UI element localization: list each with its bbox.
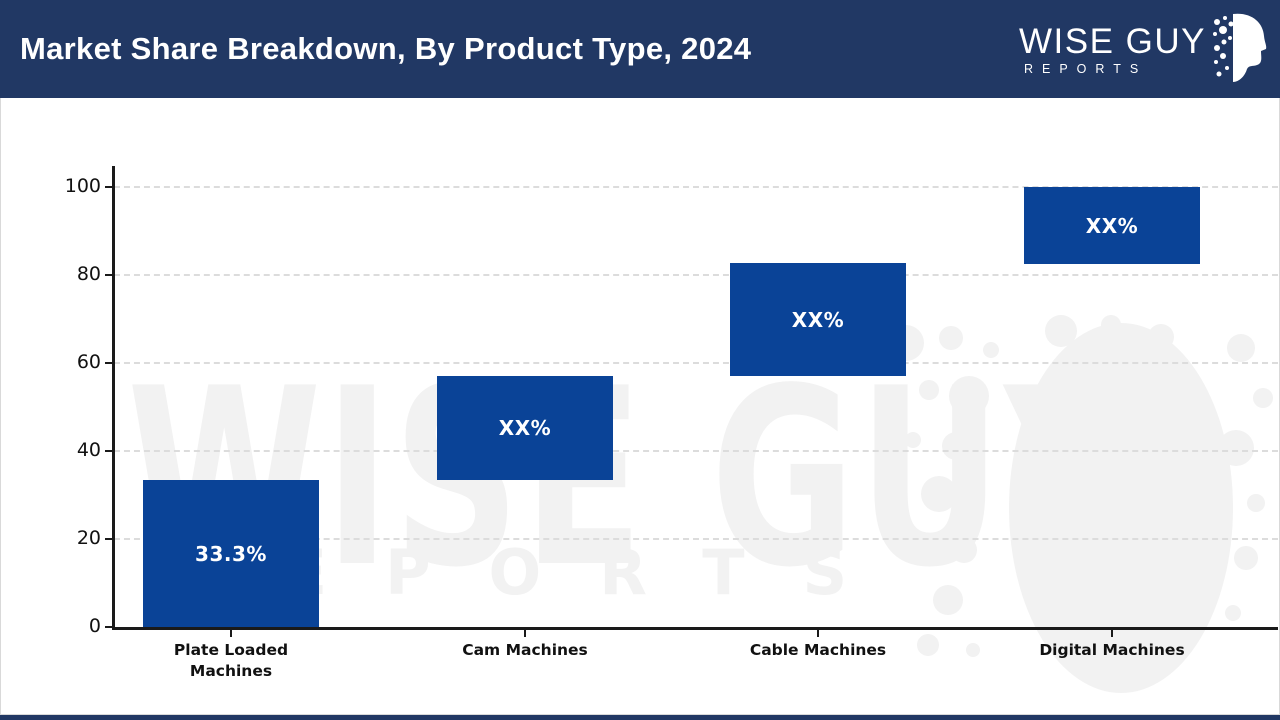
logo-wordmark-sub: REPORTS bbox=[1023, 62, 1148, 76]
bar-segment: 33.3% bbox=[143, 480, 319, 627]
y-tick-mark bbox=[105, 362, 114, 364]
bar-value-label: XX% bbox=[498, 416, 552, 441]
y-axis-line bbox=[112, 166, 115, 629]
gridline bbox=[114, 186, 1278, 188]
wiseguy-logo: WISE GUY REPORTS bbox=[1019, 8, 1270, 92]
gridline bbox=[114, 362, 1278, 364]
x-category-label: Cable Machines bbox=[749, 641, 887, 659]
y-tick-mark bbox=[105, 538, 114, 540]
bar-segment: XX% bbox=[437, 376, 613, 481]
x-axis-line bbox=[112, 627, 1278, 630]
bar-value-label: XX% bbox=[1085, 213, 1139, 238]
y-tick-label: 0 bbox=[88, 615, 101, 637]
y-tick-label: 60 bbox=[76, 351, 101, 373]
x-tick-mark bbox=[230, 629, 232, 637]
y-tick-label: 100 bbox=[64, 175, 101, 197]
y-tick-mark bbox=[105, 274, 114, 276]
gridline bbox=[114, 274, 1278, 276]
watermark-face-icon bbox=[888, 315, 1273, 693]
y-tick-label: 20 bbox=[76, 527, 101, 549]
page-title: Market Share Breakdown, By Product Type,… bbox=[20, 31, 752, 66]
logo-wordmark: WISE GUY REPORTS bbox=[1019, 24, 1206, 76]
bar-segment: XX% bbox=[1024, 187, 1200, 264]
x-category-label: Plate Loaded Machines bbox=[173, 641, 289, 680]
y-tick-mark bbox=[105, 186, 114, 188]
x-tick-mark bbox=[1111, 629, 1113, 637]
header-bar: Market Share Breakdown, By Product Type,… bbox=[0, 0, 1280, 98]
x-tick-mark bbox=[524, 629, 526, 637]
bar-value-label: 33.3% bbox=[195, 541, 267, 566]
logo-wordmark-main: WISE GUY bbox=[1018, 22, 1206, 61]
y-tick-label: 80 bbox=[76, 263, 101, 285]
x-category-label: Cam Machines bbox=[462, 641, 588, 659]
gridline bbox=[114, 450, 1278, 452]
x-category-label: Digital Machines bbox=[1039, 641, 1185, 659]
x-tick-mark bbox=[817, 629, 819, 637]
logo-face-icon bbox=[1213, 13, 1267, 83]
y-tick-mark bbox=[105, 626, 114, 628]
gridline bbox=[114, 538, 1278, 540]
y-tick-label: 40 bbox=[76, 439, 101, 461]
chart-area: WISE GUY REPORTS 0 20 40 60 80 100 33.3% XX% XX%… bbox=[0, 98, 1280, 714]
y-tick-mark bbox=[105, 450, 114, 452]
bar-segment: XX% bbox=[730, 263, 906, 377]
footer-bar bbox=[0, 714, 1280, 720]
bar-value-label: XX% bbox=[791, 307, 845, 332]
